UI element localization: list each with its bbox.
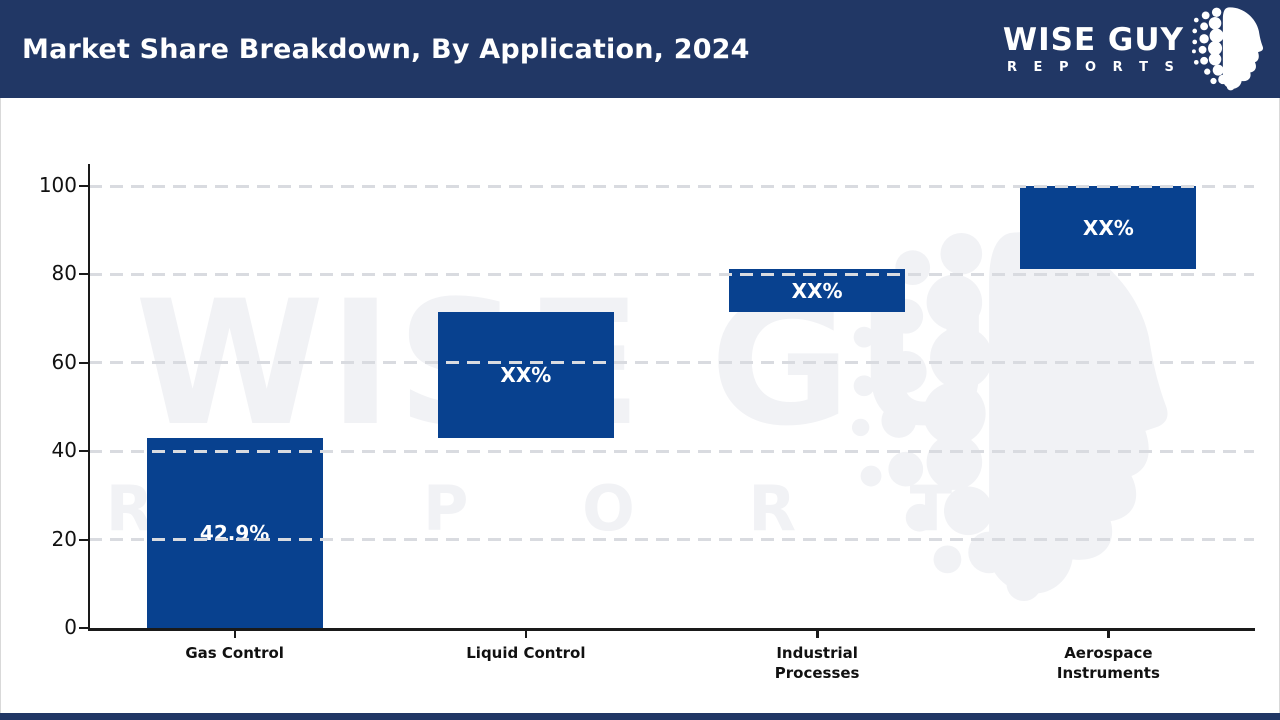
y-tick-label-40: 40	[51, 438, 77, 463]
y-tick-label-60: 60	[51, 349, 77, 374]
bar-value-label-liquid-control: XX%	[500, 363, 552, 388]
logo-text: WISE GUY R E P O R T S	[1002, 21, 1184, 75]
x-category-label-gas-control: Gas Control	[185, 644, 284, 662]
x-axis	[88, 628, 1255, 631]
page-title: Market Share Breakdown, By Application, …	[22, 33, 750, 65]
chart-area: WISE GUY R E P O R T S 0 20 40 60 80 100 42.9%…	[0, 98, 1280, 714]
y-tick-mark-0	[79, 627, 88, 629]
gridline-40	[89, 449, 1254, 453]
plot-area: 0 20 40 60 80 100 42.9% Gas Control XX% Liquid Co…	[1, 98, 1280, 714]
wise-guy-logo: WISE GUY R E P O R T S	[1003, 6, 1266, 92]
x-category-label-industrial-processes: Industrial Processes	[774, 644, 860, 682]
gridline-100	[89, 184, 1254, 188]
y-tick-mark-20	[79, 538, 88, 541]
x-tick-mark-industrial-processes	[816, 630, 819, 638]
y-tick-mark-60	[79, 361, 88, 364]
gridline-60	[89, 361, 1254, 365]
wise-guy-head-icon	[1186, 6, 1266, 92]
logo-wordmark: WISE GUY	[1002, 21, 1184, 58]
bar-value-label-gas-control: 42.9%	[199, 521, 270, 546]
y-tick-label-20: 20	[51, 526, 77, 551]
x-tick-mark-liquid-control	[524, 630, 528, 638]
y-tick-label-0: 0	[64, 615, 77, 639]
bar-gas-control: 42.9%	[146, 438, 323, 628]
logo-subtitle: R E P O R T S	[1007, 59, 1180, 75]
x-category-label-aerospace-instruments: Aerospace Instruments	[1056, 644, 1160, 682]
y-axis	[88, 164, 90, 630]
y-tick-mark-80	[79, 273, 88, 276]
y-tick-label-100: 100	[38, 173, 77, 197]
gridline-20	[89, 538, 1254, 542]
x-tick-mark-aerospace-instruments	[1107, 630, 1110, 638]
header-bar: Market Share Breakdown, By Application, …	[0, 0, 1280, 98]
y-tick-label-80: 80	[51, 261, 77, 286]
footer-bar	[0, 713, 1280, 720]
bar-value-label-industrial-processes: XX%	[791, 278, 843, 303]
gridline-80	[89, 272, 1254, 276]
bar-liquid-control: XX%	[437, 311, 614, 439]
x-category-label-liquid-control: Liquid Control	[466, 644, 586, 662]
bar-value-label-aerospace-instruments: XX%	[1082, 215, 1134, 240]
bar-aerospace-instruments: XX%	[1020, 186, 1197, 270]
y-tick-mark-40	[79, 450, 88, 453]
y-tick-mark-100	[79, 185, 88, 187]
x-tick-mark-gas-control	[233, 630, 237, 638]
